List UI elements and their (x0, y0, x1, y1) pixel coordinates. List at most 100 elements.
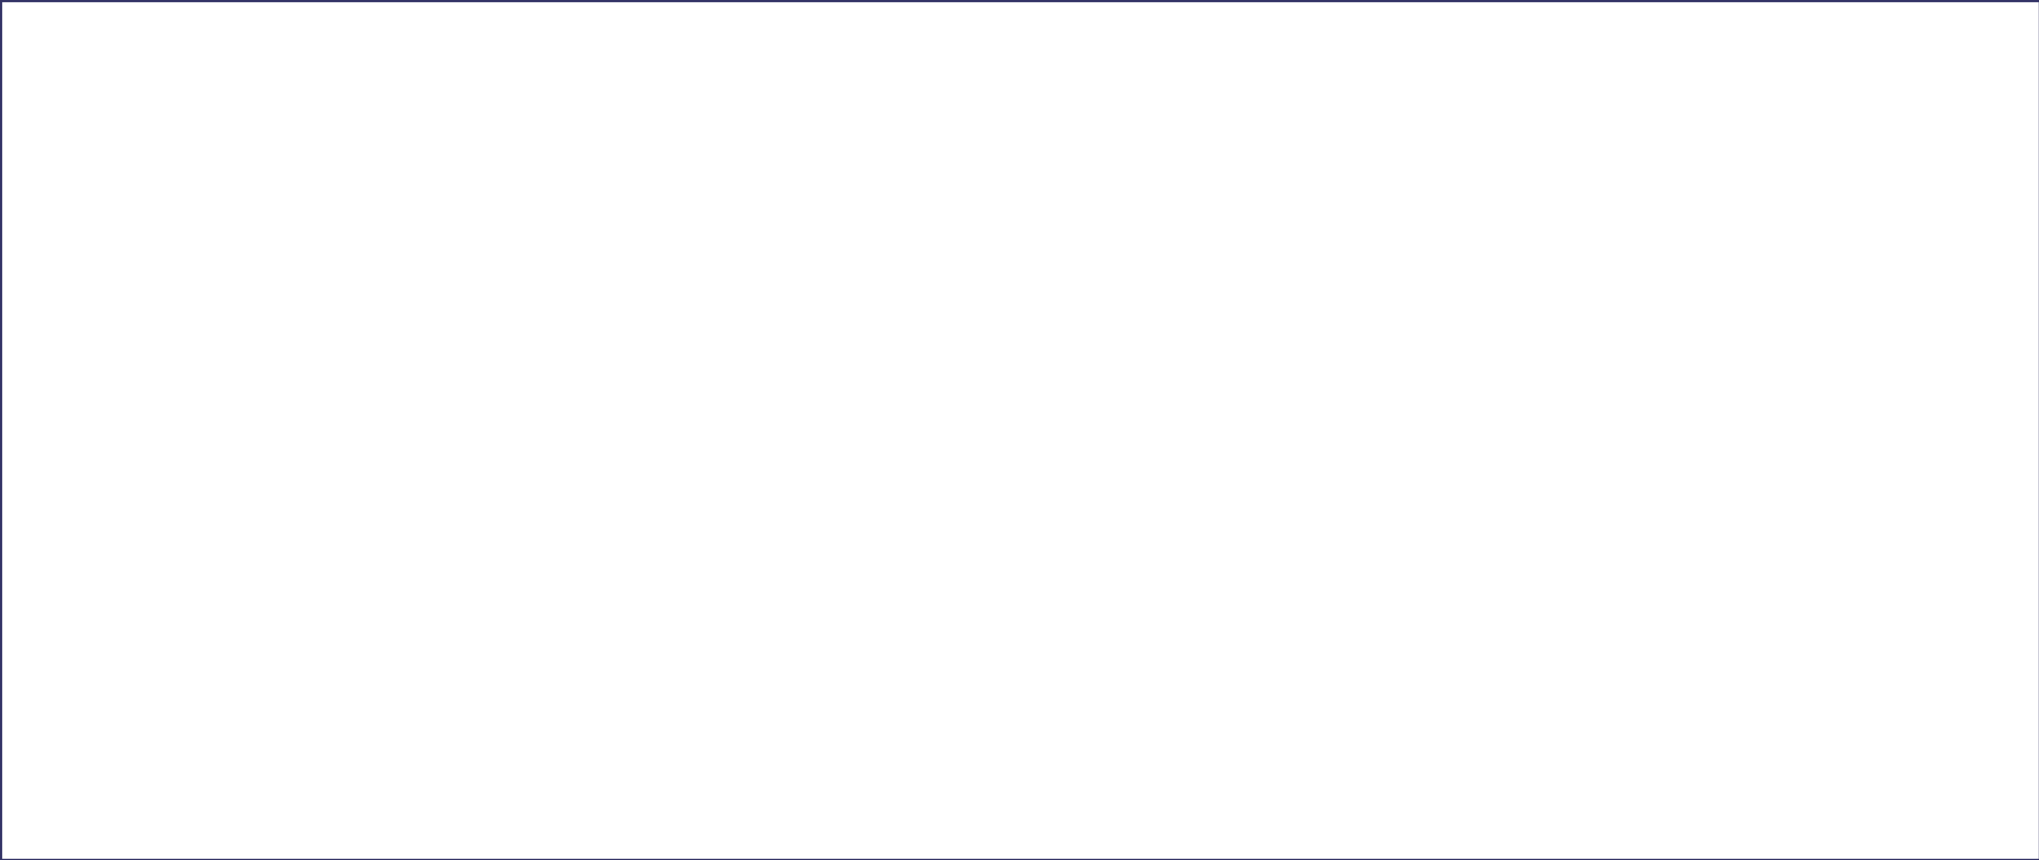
Bar (1109, 602, 1223, 628)
Bar (740, 264, 1109, 290)
Bar (740, 576, 1109, 602)
Bar (190, 524, 351, 550)
Bar (190, 550, 351, 576)
Bar (740, 52, 2039, 82)
Bar (1340, 160, 1429, 186)
Bar (640, 576, 710, 602)
Text: data for November.: data for November. (4, 140, 135, 153)
Bar (1223, 524, 1340, 550)
Text: Required:: Required: (744, 112, 818, 125)
Bar (1340, 524, 1429, 550)
Bar (740, 680, 1109, 706)
Bar (351, 550, 479, 576)
Text: 100%: 100% (599, 322, 638, 335)
Bar (1340, 212, 1429, 238)
Bar (1109, 602, 1223, 628)
Bar (1109, 30, 1223, 52)
Bar (710, 52, 740, 82)
Bar (1340, 368, 1429, 394)
Bar (1223, 316, 1340, 342)
Bar (569, 602, 640, 628)
Bar (41, 628, 190, 654)
Bar (710, 602, 740, 628)
Bar (1340, 628, 1429, 654)
Bar (740, 784, 1109, 810)
Bar (1109, 680, 1223, 706)
Bar (0, 628, 41, 654)
Text: PROBLEM: PROBLEM (316, 88, 394, 102)
Bar (640, 628, 710, 654)
Bar (1340, 758, 1429, 784)
Bar (1223, 550, 1340, 576)
Polygon shape (1217, 368, 1223, 376)
Bar (1340, 108, 1429, 134)
Bar (1340, 30, 2039, 52)
Text: Conversion costs: Conversion costs (49, 427, 163, 439)
Bar (640, 602, 710, 628)
Bar (1223, 498, 1340, 524)
Bar (190, 628, 351, 654)
Bar (1223, 550, 1340, 576)
Bar (1109, 706, 1223, 732)
Bar (740, 420, 1109, 446)
Bar (1109, 446, 1223, 472)
Text: Conversion costs: Conversion costs (49, 348, 163, 361)
Bar (740, 654, 1109, 680)
Bar (740, 472, 1109, 498)
Bar (1340, 836, 1429, 860)
Bar (1223, 498, 1340, 524)
Bar (740, 602, 1109, 628)
Bar (740, 342, 1109, 368)
Bar (1340, 602, 2039, 628)
Bar (190, 30, 351, 52)
Bar (1223, 30, 1340, 52)
Text: 40%: 40% (608, 427, 638, 439)
Bar (1109, 472, 1223, 498)
Bar (1223, 82, 1340, 108)
Bar (1109, 316, 1223, 342)
Bar (1109, 342, 1223, 368)
Bar (1223, 602, 1340, 628)
Bar (1340, 290, 1429, 316)
Bar (479, 30, 569, 52)
Bar (1340, 394, 1429, 420)
Bar (740, 368, 1109, 394)
Bar (710, 498, 740, 524)
Bar (1340, 784, 1429, 810)
Bar (41, 602, 190, 628)
Bar (1223, 576, 1340, 602)
Polygon shape (1217, 472, 1223, 480)
Bar (41, 524, 190, 550)
Bar (1109, 810, 1223, 836)
Bar (640, 30, 710, 52)
Bar (1109, 550, 1223, 576)
Bar (1340, 134, 1429, 160)
Bar (640, 524, 710, 550)
Bar (1223, 472, 1340, 498)
Text: The Smelting Department of Kiner Company has the following production: The Smelting Department of Kiner Company… (4, 114, 495, 127)
Bar (1340, 264, 1429, 290)
Bar (1340, 706, 1429, 732)
Bar (740, 706, 1109, 732)
Bar (190, 498, 351, 524)
Text: Units transferred out: Units transferred out (27, 218, 165, 231)
Text: 9,000: 9,000 (599, 218, 638, 231)
Bar (569, 498, 640, 524)
Bar (1223, 680, 1340, 706)
Bar (0, 82, 710, 108)
Text: Provide input into cells shaded in yellow in this template. Use
mathematical for: Provide input into cells shaded in yello… (799, 112, 1285, 155)
Bar (740, 498, 1109, 524)
Bar (1340, 498, 2039, 524)
Bar (479, 628, 569, 654)
Bar (1223, 758, 1340, 784)
Bar (1109, 654, 1223, 680)
Bar (351, 576, 479, 602)
Bar (1340, 602, 1429, 628)
Bar (351, 524, 479, 550)
Bar (740, 446, 1109, 472)
Bar (740, 524, 1109, 550)
Bar (1340, 498, 1429, 524)
Bar (479, 576, 569, 602)
Bar (740, 758, 1109, 784)
Text: Student Work Area: Student Work Area (1301, 58, 1478, 76)
